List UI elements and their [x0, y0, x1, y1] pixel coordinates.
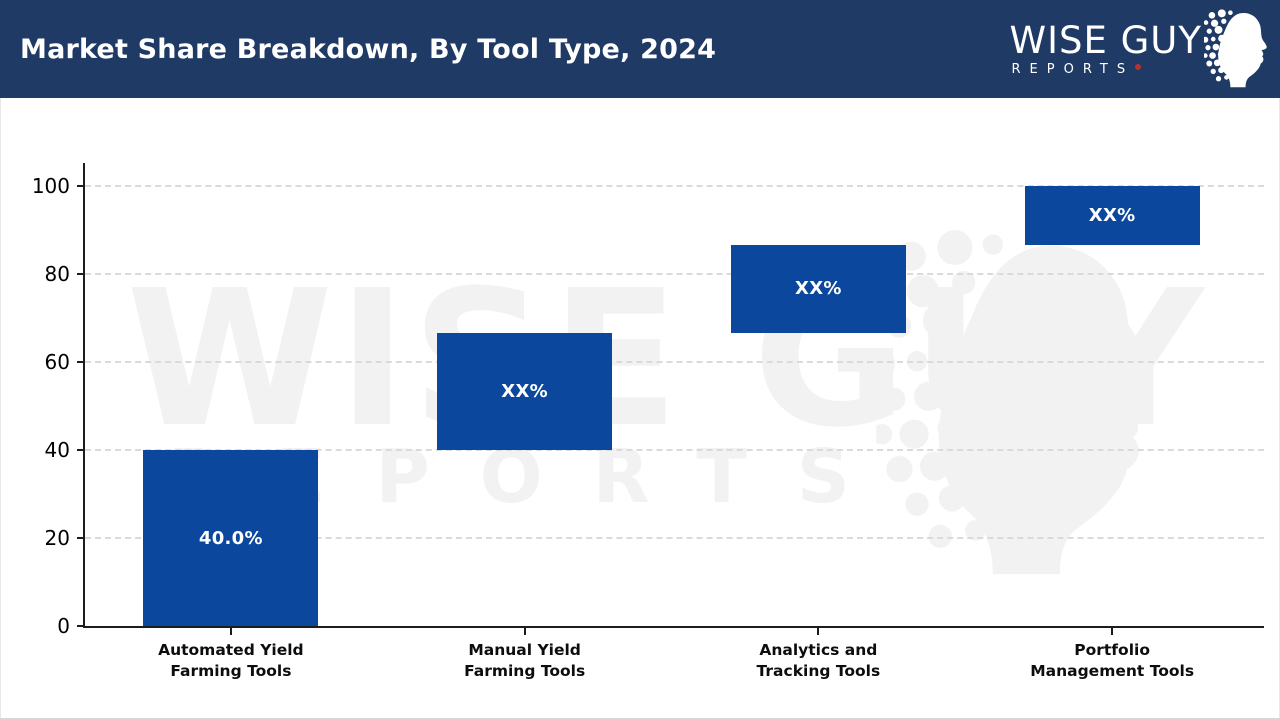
bar-segment-3: XX%: [1024, 186, 1200, 245]
bar-value-label: XX%: [795, 278, 842, 300]
bar-value-label: XX%: [501, 380, 548, 402]
x-axis-tick-2: [817, 628, 820, 635]
bar-segment-2: XX%: [730, 244, 906, 333]
face-profile-logo-icon: [1204, 9, 1270, 89]
x-category-label: Automated Yield Farming Tools: [84, 640, 378, 682]
x-category-label-line: Analytics and: [759, 641, 878, 659]
gridline-20: [85, 537, 1264, 539]
y-axis-tick-80: [77, 273, 84, 275]
x-category-label: Analytics and Tracking Tools: [671, 640, 965, 682]
watermark-face-icon: [876, 230, 1168, 580]
logo-sub-text: REPORTS: [1011, 62, 1135, 77]
x-axis-tick-1: [523, 628, 526, 635]
header-bar: Market Share Breakdown, By Tool Type, 20…: [0, 0, 1280, 98]
bar-segment-0: 40.0%: [143, 450, 319, 626]
y-tick-label: 60: [44, 350, 70, 374]
y-tick-label: 100: [31, 174, 70, 198]
x-category-label-line: Portfolio: [1074, 641, 1150, 659]
bar-value-label: XX%: [1088, 204, 1136, 226]
page-title: Market Share Breakdown, By Tool Type, 20…: [20, 33, 717, 65]
x-category-label-line: Management Tools: [1030, 662, 1195, 680]
y-axis-tick-20: [77, 537, 84, 539]
x-category-label-line: Automated Yield: [158, 641, 304, 659]
gridline-100: [85, 185, 1264, 187]
x-axis-line: [83, 626, 1264, 628]
wiseguy-logo: WISE GUY REPORTS: [1010, 9, 1270, 89]
x-category-label-line: Tracking Tools: [756, 662, 881, 680]
x-category-label-line: Farming Tools: [170, 662, 292, 680]
x-category-label-line: Farming Tools: [464, 662, 586, 680]
y-tick-label: 0: [57, 614, 70, 638]
logo-red-dot-icon: [1135, 63, 1142, 70]
bar-segment-1: XX%: [437, 332, 613, 450]
gridline-60: [85, 361, 1264, 363]
x-category-label: Manual Yield Farming Tools: [378, 640, 672, 682]
gridline-40: [85, 449, 1264, 451]
y-tick-label: 80: [44, 262, 70, 286]
x-axis-tick-3: [1111, 628, 1114, 635]
y-tick-label: 40: [44, 438, 70, 462]
x-category-label-line: Manual Yield: [468, 641, 581, 659]
logo-brand-text: WISE GUY: [1009, 19, 1202, 62]
gridline-80: [85, 273, 1264, 275]
y-axis-line: [83, 163, 85, 628]
y-axis-tick-40: [77, 449, 84, 451]
y-axis-tick-0: [77, 625, 84, 627]
logo-sub-row: REPORTS: [1012, 63, 1142, 76]
y-tick-label: 20: [44, 526, 70, 550]
y-axis-tick-60: [77, 361, 84, 363]
y-axis-tick-100: [77, 185, 84, 187]
bottom-border: [0, 718, 1280, 720]
logo-text-block: WISE GUY REPORTS: [1010, 22, 1202, 76]
x-axis-tick-0: [229, 628, 232, 635]
bar-value-label: 40.0%: [198, 527, 263, 549]
x-category-label: Portfolio Management Tools: [965, 640, 1259, 682]
